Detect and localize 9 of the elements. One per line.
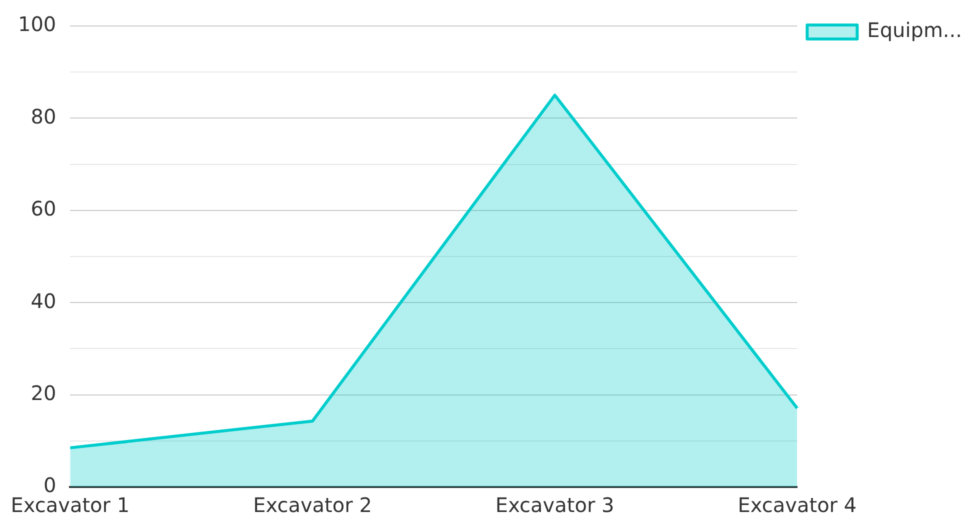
x-tick-label: Excavator 4: [738, 493, 857, 518]
y-tick-label: 100: [18, 12, 56, 36]
y-tick-label: 20: [30, 381, 56, 406]
x-tick-label: Excavator 2: [253, 493, 372, 518]
y-tick-label: 80: [30, 104, 56, 128]
x-tick-label: Excavator 3: [495, 493, 614, 518]
y-tick-label: 40: [30, 288, 56, 313]
legend-label: Equipm...: [867, 18, 962, 42]
y-tick-label: 60: [30, 196, 56, 221]
